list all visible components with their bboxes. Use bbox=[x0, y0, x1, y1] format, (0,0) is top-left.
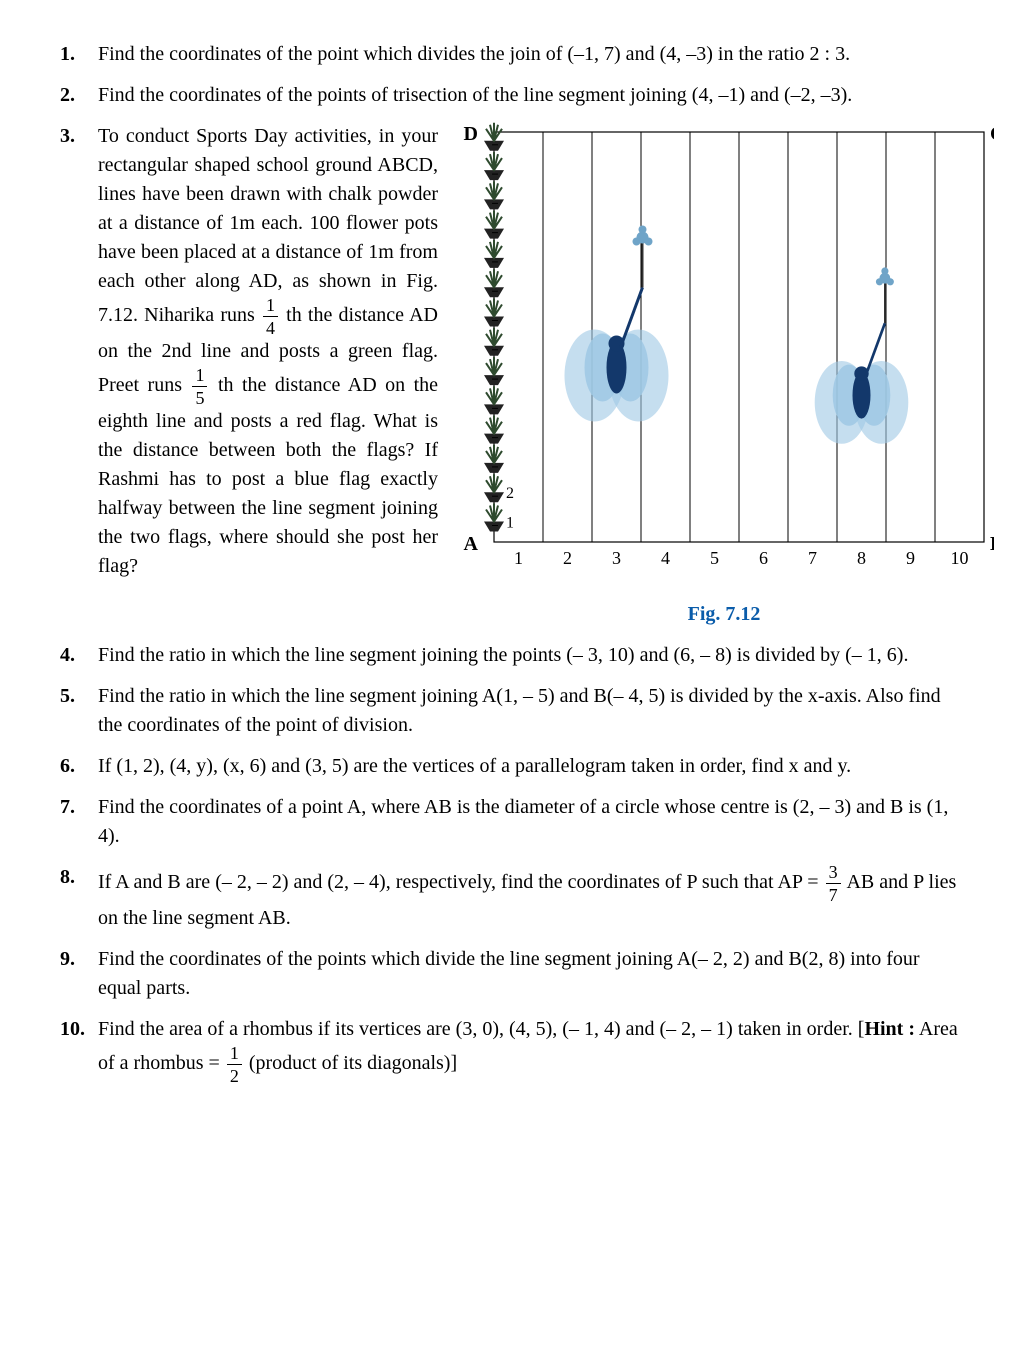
fraction-1-4: 1 4 bbox=[263, 296, 278, 337]
problem-9: Find the coordinates of the points which… bbox=[60, 945, 964, 1003]
svg-text:2: 2 bbox=[563, 548, 572, 568]
problem-text: Find the ratio in which the line segment… bbox=[98, 685, 941, 736]
problem-3: To conduct Sports Day activities, in you… bbox=[60, 122, 964, 629]
problem-text: Find the coordinates of the points of tr… bbox=[98, 84, 852, 106]
svg-text:C: C bbox=[990, 123, 994, 145]
problem-text: Find the coordinates of the point which … bbox=[98, 43, 850, 65]
problem-5: Find the ratio in which the line segment… bbox=[60, 682, 964, 740]
problem-1: Find the coordinates of the point which … bbox=[60, 40, 964, 69]
svg-text:4: 4 bbox=[661, 548, 670, 568]
fraction-3-7: 3 7 bbox=[826, 863, 841, 904]
p10-part-c: (product of its diagonals)] bbox=[249, 1052, 457, 1074]
problem-6: If (1, 2), (4, y), (x, 6) and (3, 5) are… bbox=[60, 752, 964, 781]
problem-text: Find the coordinates of the points which… bbox=[98, 948, 920, 999]
figure-7-12: 1 2 3 4 5 6 7 8 9 10 A B D C 1 2 Fig. 7.12 bbox=[454, 122, 994, 629]
problem-2: Find the coordinates of the points of tr… bbox=[60, 81, 964, 110]
problem-7: Find the coordinates of a point A, where… bbox=[60, 793, 964, 851]
svg-text:10: 10 bbox=[951, 548, 969, 568]
problem-text: Find the coordinates of a point A, where… bbox=[98, 796, 948, 847]
svg-text:9: 9 bbox=[906, 548, 915, 568]
svg-text:1: 1 bbox=[506, 515, 514, 532]
problem-8: If A and B are (– 2, – 2) and (2, – 4), … bbox=[60, 863, 964, 933]
svg-text:2: 2 bbox=[506, 485, 514, 502]
svg-text:3: 3 bbox=[612, 548, 621, 568]
problem-10: Find the area of a rhombus if its vertic… bbox=[60, 1015, 964, 1085]
svg-text:5: 5 bbox=[710, 548, 719, 568]
problem-text: Find the ratio in which the line segment… bbox=[98, 644, 908, 666]
svg-text:6: 6 bbox=[759, 548, 768, 568]
figure-caption: Fig. 7.12 bbox=[454, 600, 994, 629]
svg-text:B: B bbox=[990, 533, 994, 555]
sports-ground-diagram: 1 2 3 4 5 6 7 8 9 10 A B D C 1 2 bbox=[454, 122, 994, 592]
problem-3-text: To conduct Sports Day activities, in you… bbox=[98, 122, 438, 629]
problem-text: If (1, 2), (4, y), (x, 6) and (3, 5) are… bbox=[98, 755, 851, 777]
hint-label: Hint : bbox=[864, 1018, 915, 1040]
svg-text:7: 7 bbox=[808, 548, 817, 568]
svg-text:8: 8 bbox=[857, 548, 866, 568]
fraction-1-2: 1 2 bbox=[227, 1044, 242, 1085]
fraction-1-5: 1 5 bbox=[192, 366, 207, 407]
svg-text:D: D bbox=[464, 123, 478, 145]
svg-text:A: A bbox=[464, 533, 479, 555]
p3-part-c: th the distance AD on the eighth line an… bbox=[98, 374, 438, 577]
p10-part-a: Find the area of a rhombus if its vertic… bbox=[98, 1018, 864, 1040]
svg-text:1: 1 bbox=[514, 548, 523, 568]
p8-part-a: If A and B are (– 2, – 2) and (2, – 4), … bbox=[98, 871, 819, 893]
problem-4: Find the ratio in which the line segment… bbox=[60, 641, 964, 670]
